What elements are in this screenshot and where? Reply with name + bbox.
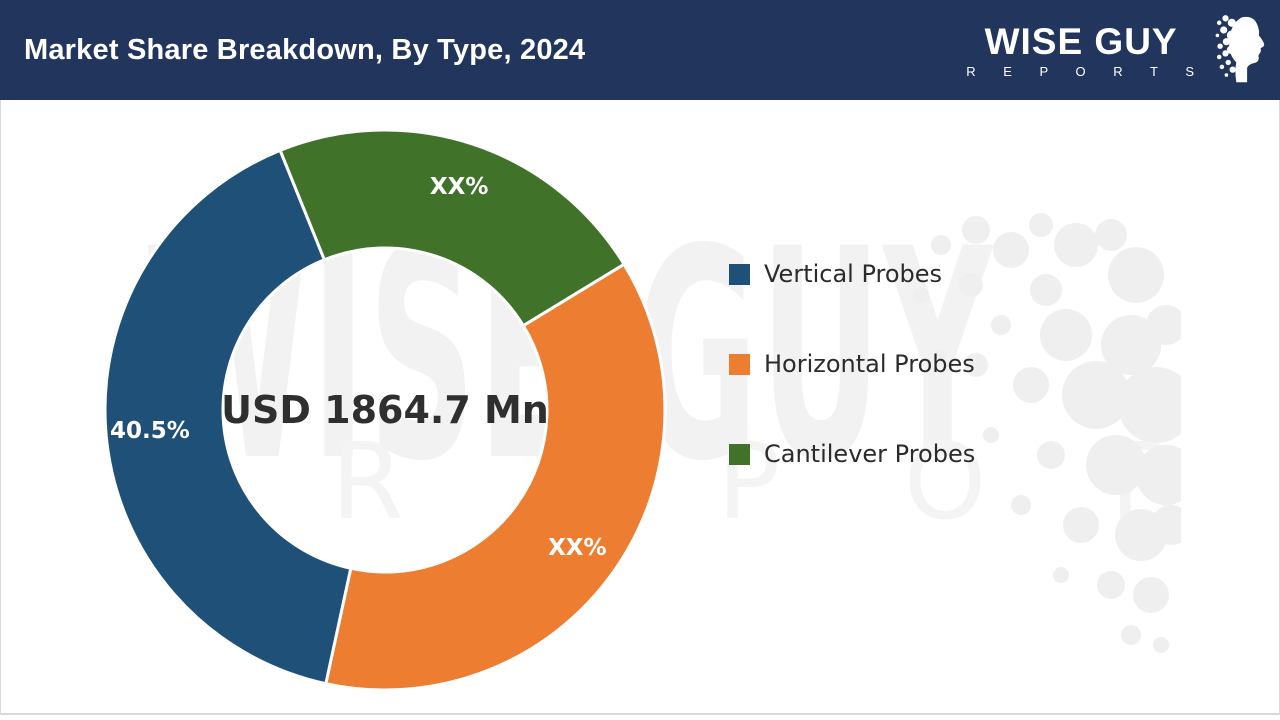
- donut-segment-vertical-probes: [103, 148, 353, 686]
- brand-text: WISE GUY R E P O R T S: [956, 23, 1206, 78]
- header-bar: Market Share Breakdown, By Type, 2024 WI…: [0, 0, 1280, 100]
- slice-label-cantilever-probes: XX%: [430, 174, 489, 200]
- page-title: Market Share Breakdown, By Type, 2024: [24, 33, 586, 66]
- donut-chart: XX% XX% 40.5%: [103, 128, 667, 692]
- brand-subtitle: R E P O R T S: [966, 63, 1206, 79]
- brand-head-icon: [1212, 8, 1266, 92]
- legend-swatch-cantilever-probes: [729, 443, 750, 465]
- brand-logo: WISE GUY R E P O R T S: [956, 8, 1266, 92]
- legend-label: Horizontal Probes: [764, 350, 975, 378]
- legend-swatch-vertical-probes: [729, 263, 750, 285]
- chart-canvas: WISE GUY R E P O R T S: [0, 100, 1280, 715]
- legend-item-vertical-probes: Vertical Probes: [729, 260, 942, 288]
- slice-label-vertical-probes: 40.5%: [110, 418, 190, 444]
- legend-label: Vertical Probes: [764, 260, 943, 288]
- legend-item-cantilever-probes: Cantilever Probes: [729, 440, 975, 468]
- brand-name: WISE GUY: [984, 20, 1178, 62]
- legend-label: Cantilever Probes: [764, 440, 976, 468]
- slice-label-horizontal-probes: XX%: [548, 535, 607, 561]
- donut-segment-horizontal-probes: [324, 262, 667, 692]
- donut-center-value: USD 1864.7 Mn: [221, 388, 549, 432]
- donut-segment-cantilever-probes: [278, 128, 627, 328]
- legend-item-horizontal-probes: Horizontal Probes: [729, 350, 975, 378]
- legend-swatch-horizontal-probes: [729, 353, 750, 375]
